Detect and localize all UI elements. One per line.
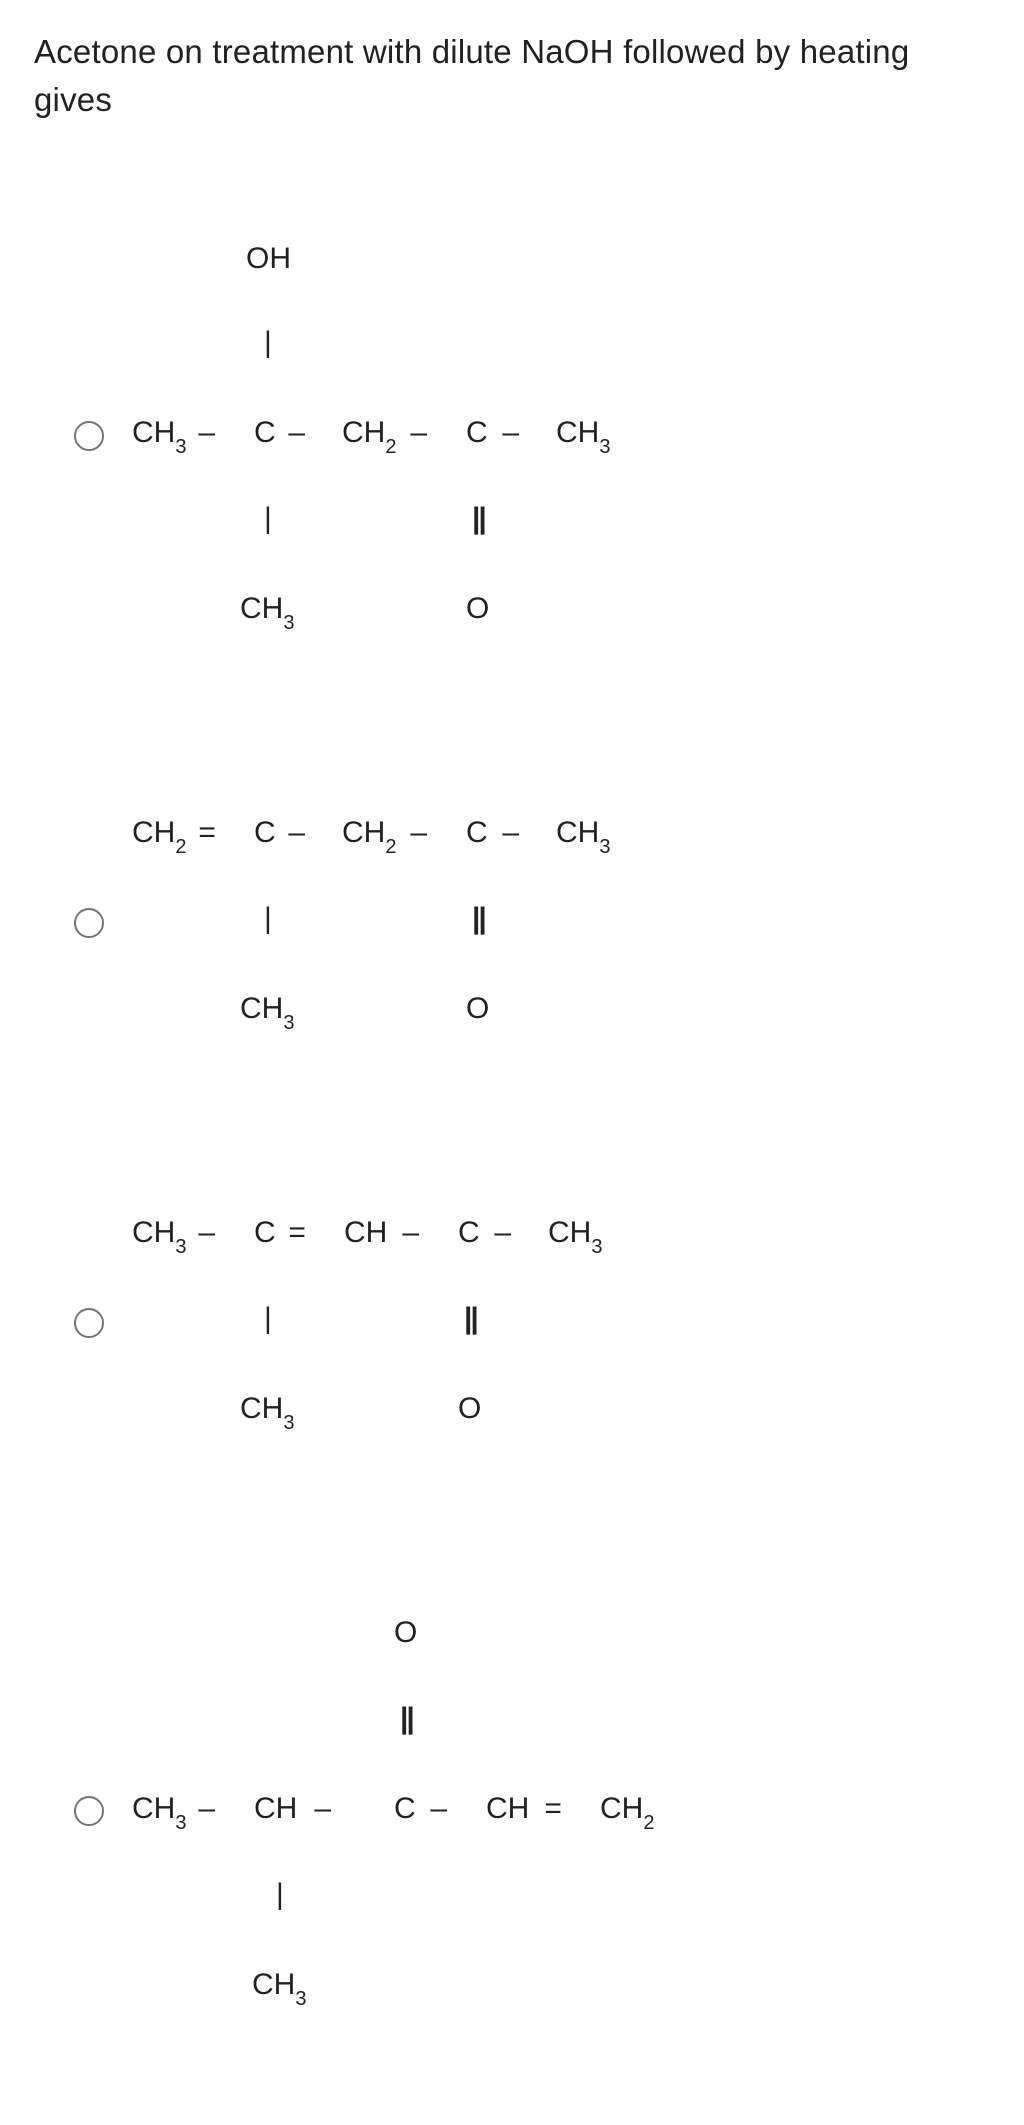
t: CH [342,416,385,449]
dbond-v: || [472,504,485,534]
t: 2 [385,436,396,458]
radio-icon[interactable] [74,1308,104,1338]
t: = [280,1218,314,1248]
t: 3 [599,836,610,858]
t: 3 [283,1412,294,1434]
question-line2: gives [34,81,112,118]
t: CH [132,1792,175,1825]
t: – [494,418,527,448]
t: CH [556,416,599,449]
t: – [402,418,435,448]
t: CH [240,1392,283,1425]
t: O [458,1394,481,1424]
t: – [494,818,527,848]
t: 3 [283,1012,294,1034]
t: CH [240,592,283,625]
t: – [306,1794,339,1824]
t: CH [240,992,283,1025]
structure-c: CH3 – C = CH – C – CH3 | || CH3 O [132,1158,199,1488]
bond-v: | [264,328,272,358]
t: – [422,1794,455,1824]
dbond-v: || [472,904,485,934]
t: 3 [175,1812,186,1834]
t: 2 [643,1812,654,1834]
dbond-v: || [400,1704,413,1734]
t: O [466,594,489,624]
t: – [190,1794,223,1824]
t: 3 [175,436,186,458]
t: CH [344,1218,387,1248]
t: – [190,1218,223,1248]
t: O [394,1618,417,1648]
structure-b: CH2 = C – CH2 – C – CH3 | || CH3 O [132,758,199,1088]
t: 3 [591,1236,602,1258]
oh-label: OH [246,244,291,274]
option-a[interactable]: OH | CH3 – C – CH2 – C – CH3 | || [74,184,990,688]
t: CH [548,1216,591,1249]
structure-d: O || CH3 – CH – C – CH = CH2 | CH3 [132,1558,199,2064]
t: CH [132,416,175,449]
t: C [466,418,488,448]
t: = [190,818,224,848]
t: CH [132,1216,175,1249]
t: CH [486,1794,529,1824]
t: CH [254,1794,297,1824]
t: – [280,418,313,448]
dbond-v: || [464,1304,477,1334]
t: CH [556,816,599,849]
t: C [394,1794,416,1824]
t: C [254,1218,276,1248]
t: C [254,418,276,448]
t: C [458,1218,480,1248]
t: 3 [295,1988,306,2010]
option-c[interactable]: CH3 – C = CH – C – CH3 | || CH3 O [74,1158,990,1488]
t: – [280,818,313,848]
t: 2 [175,836,186,858]
t: 2 [385,836,396,858]
t: – [402,818,435,848]
t: 3 [175,1236,186,1258]
question-line1: Acetone on treatment with dilute NaOH fo… [34,33,909,70]
t: CH [252,1968,295,2001]
radio-icon[interactable] [74,1796,104,1826]
t: O [466,994,489,1024]
bond-v: | [276,1880,284,1910]
question-text: Acetone on treatment with dilute NaOH fo… [34,28,990,124]
bond-v: | [264,504,272,534]
t: CH [132,816,175,849]
options-container: OH | CH3 – C – CH2 – C – CH3 | || [34,184,990,2064]
option-b[interactable]: CH2 = C – CH2 – C – CH3 | || CH3 O [74,758,990,1088]
bond-v: | [264,904,272,934]
t: – [190,418,223,448]
t: C [254,818,276,848]
option-d[interactable]: O || CH3 – CH – C – CH = CH2 | CH3 [74,1558,990,2064]
t: 3 [283,612,294,634]
t: CH [600,1792,643,1825]
radio-icon[interactable] [74,908,104,938]
radio-icon[interactable] [74,421,104,451]
t: C [466,818,488,848]
structure-a: OH | CH3 – C – CH2 – C – CH3 | || [132,184,199,688]
t: 3 [599,436,610,458]
t: – [394,1218,427,1248]
t: = [536,1794,570,1824]
bond-v: | [264,1304,272,1334]
t: – [486,1218,519,1248]
t: CH [342,816,385,849]
